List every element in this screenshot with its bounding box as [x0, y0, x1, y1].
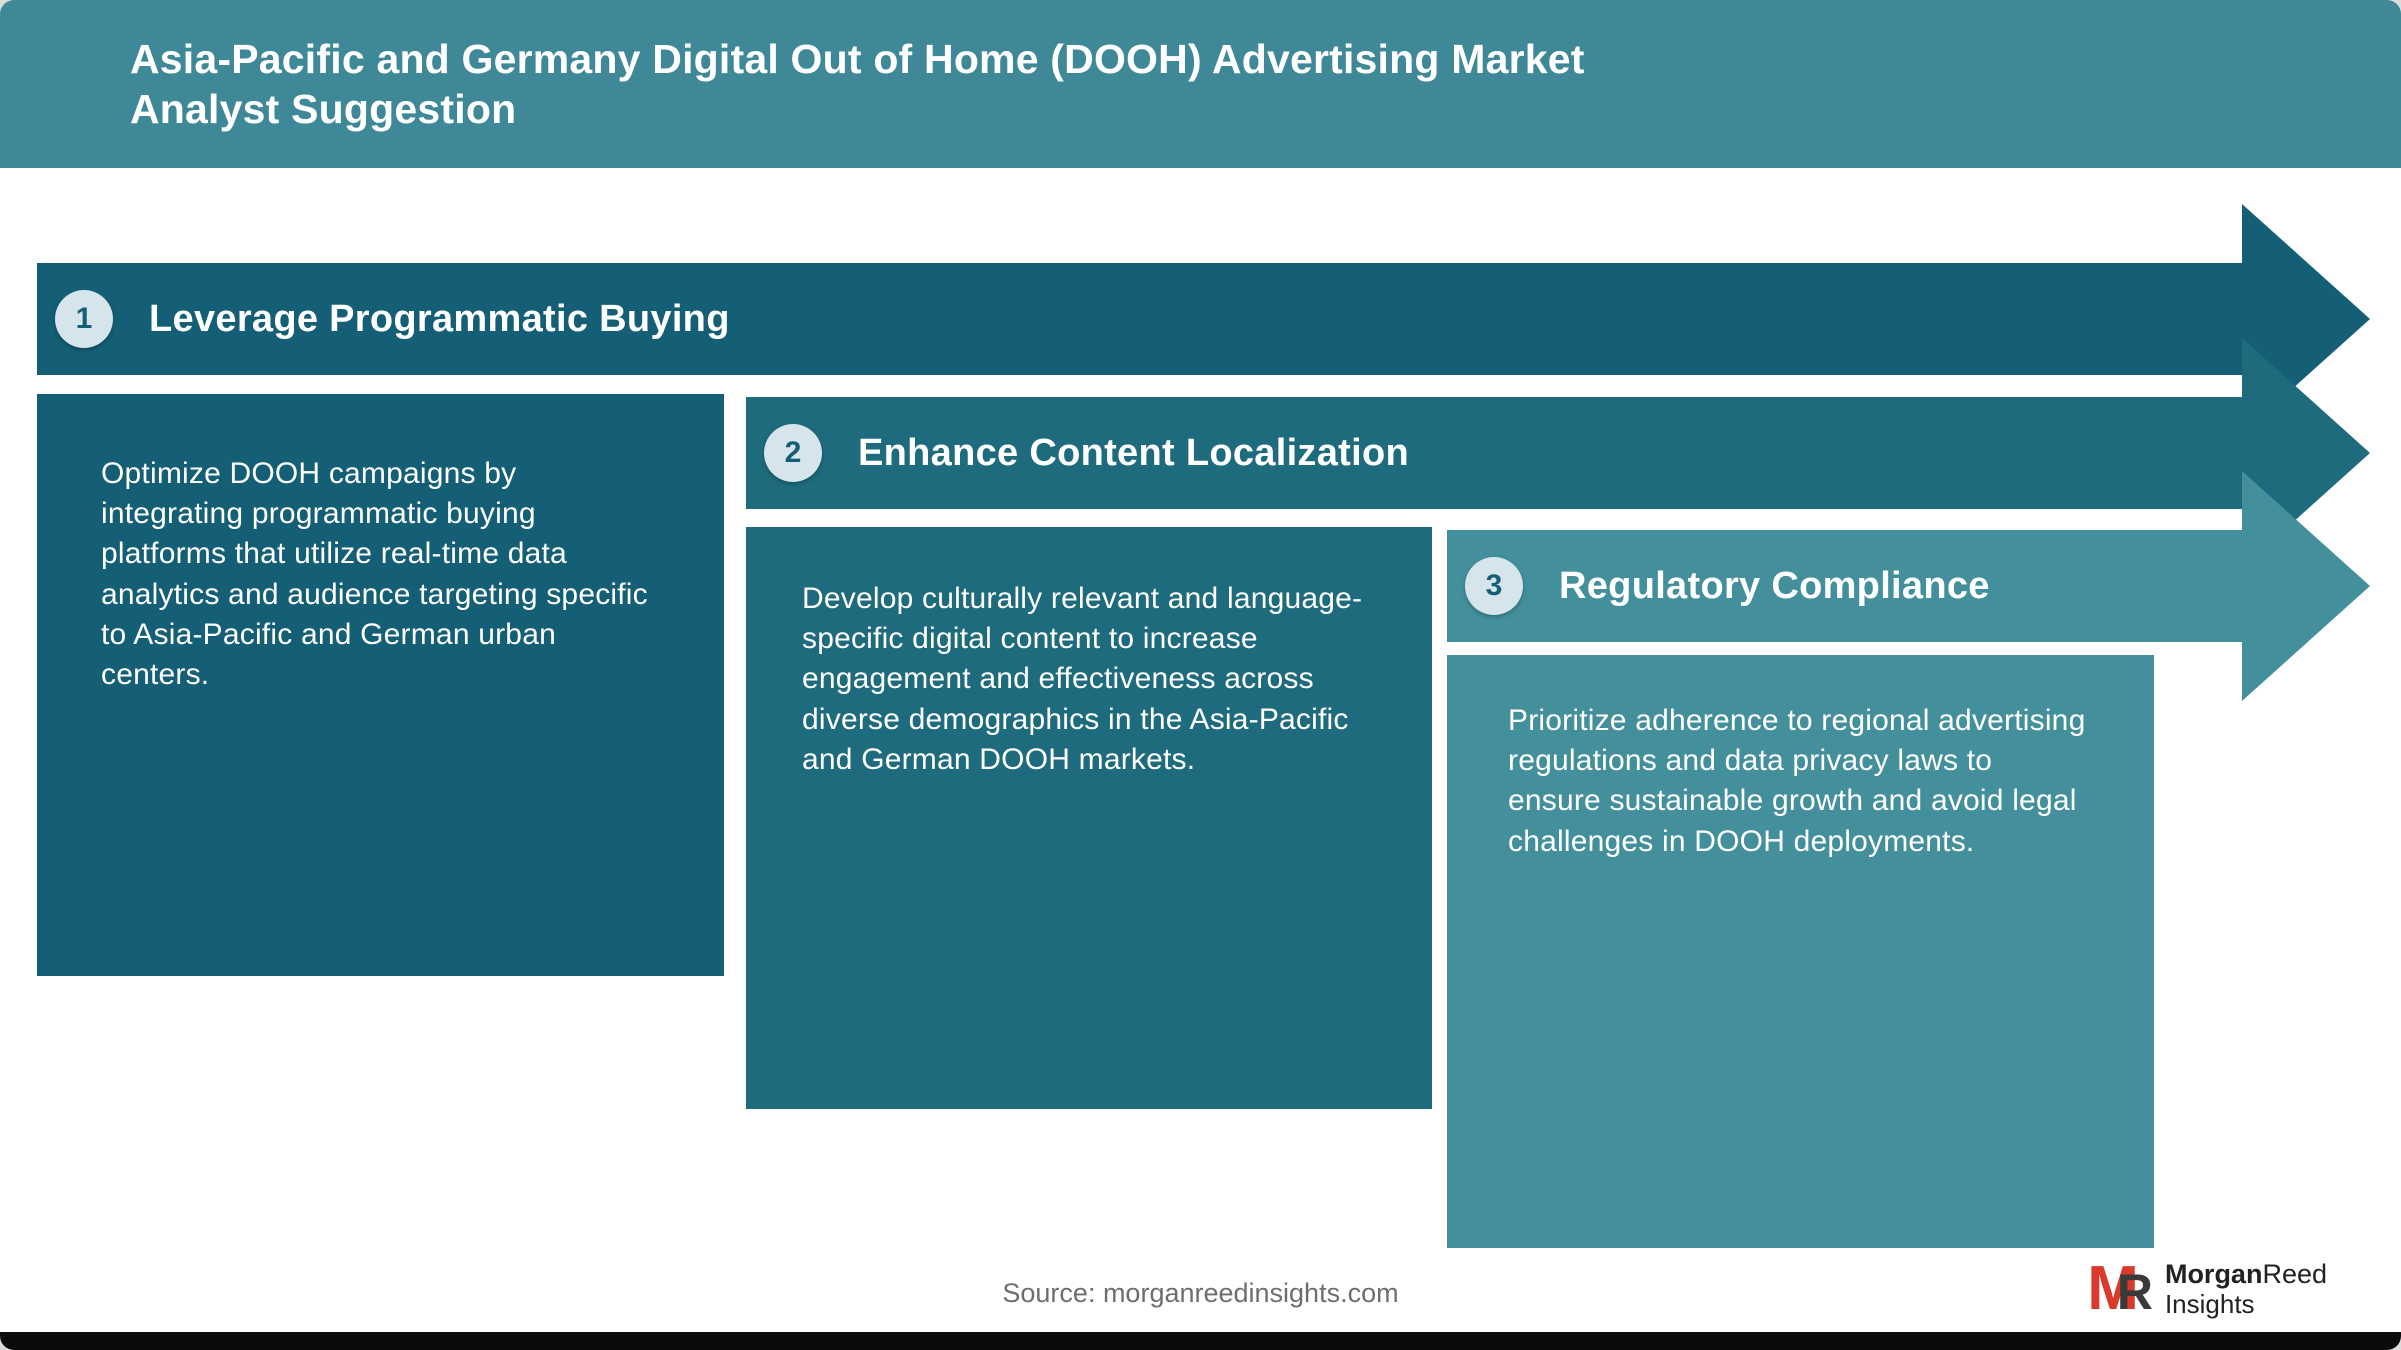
step1-number-badge: 1 — [55, 290, 113, 348]
step1-body-card: Optimize DOOH campaigns by integrating p… — [37, 394, 724, 976]
brand-logo: M R MorganReed Insights — [2087, 1258, 2327, 1320]
step2-body-text: Develop culturally relevant and language… — [802, 582, 1363, 776]
step2-number-badge: 2 — [764, 424, 822, 482]
logo-name: MorganReed — [2165, 1260, 2327, 1289]
bottom-bar — [0, 1332, 2401, 1350]
logo-name-bold: Morgan — [2164, 1259, 2263, 1290]
logo-monogram-m: M — [2087, 1254, 2139, 1323]
logo-monogram-r: R — [2116, 1264, 2153, 1320]
page-title-line-1: Asia-Pacific and Germany Digital Out of … — [130, 35, 1585, 82]
page-title: Asia-Pacific and Germany Digital Out of … — [130, 34, 1585, 134]
step1-arrow-bar: 1 Leverage Programmatic Buying — [37, 263, 2242, 375]
logo-monogram-icon: M R — [2087, 1258, 2153, 1320]
step3-arrow-banner: 3 Regulatory Compliance — [1447, 471, 2370, 701]
step1-heading: Leverage Programmatic Buying — [149, 297, 730, 340]
step1-body-text: Optimize DOOH campaigns by integrating p… — [101, 457, 648, 691]
step3-number-badge: 3 — [1465, 557, 1523, 615]
step2-arrow-bar: 2 Enhance Content Localization — [746, 397, 2242, 509]
page-title-line-2: Analyst Suggestion — [130, 86, 517, 132]
step3-heading: Regulatory Compliance — [1559, 564, 1990, 607]
step3-body-card: Prioritize adherence to regional adverti… — [1447, 655, 2154, 1248]
logo-tagline: Insights — [2164, 1288, 2255, 1319]
logo-name-light: Reed — [2262, 1259, 2327, 1290]
step3-arrow-bar: 3 Regulatory Compliance — [1447, 530, 2242, 642]
step2-heading: Enhance Content Localization — [858, 431, 1409, 474]
step2-body-card: Develop culturally relevant and language… — [746, 527, 1432, 1109]
step3-arrowhead-icon — [2242, 471, 2370, 701]
source-attribution: Source: morganreedinsights.com — [1002, 1278, 1399, 1308]
step3-body-text: Prioritize adherence to regional adverti… — [1508, 704, 2086, 858]
logo-text: MorganReed Insights — [2164, 1260, 2327, 1319]
header-band: Asia-Pacific and Germany Digital Out of … — [0, 0, 2401, 168]
